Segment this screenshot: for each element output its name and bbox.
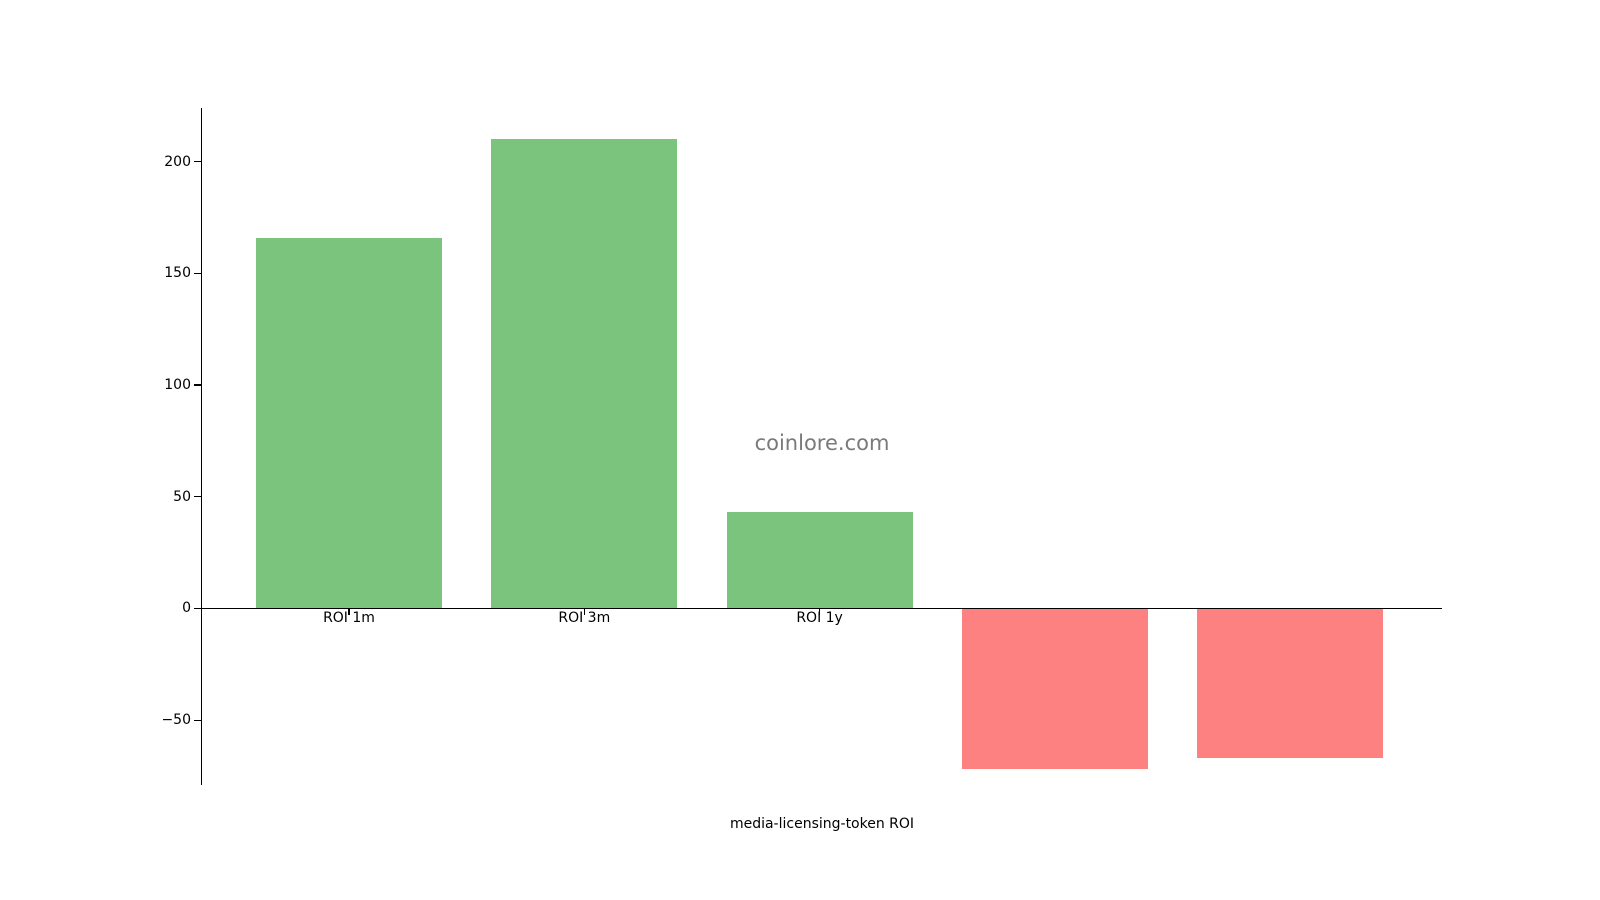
bar-roi-1m — [256, 237, 442, 609]
y-tick-label: 100 — [164, 377, 191, 394]
bar-roi-3m — [491, 139, 678, 609]
y-tick-mark — [193, 719, 201, 721]
x-tick-label: ROI 3m — [558, 610, 611, 627]
x-tick-mark — [818, 608, 821, 616]
bar-5 — [1197, 608, 1384, 759]
y-tick-mark — [193, 160, 201, 163]
bar-4 — [961, 608, 1148, 770]
y-tick-label: 200 — [164, 153, 191, 170]
x-tick-label: ROI 1y — [796, 610, 843, 627]
x-axis-title: media-licensing-token ROI — [729, 816, 915, 832]
x-tick-mark — [348, 608, 350, 616]
bar-roi-1y — [726, 512, 913, 609]
x-tick-label: ROI 1m — [323, 610, 375, 627]
y-tick-mark — [193, 272, 201, 274]
coinlore-watermark: coinlore.com — [754, 431, 890, 455]
y-tick-mark — [193, 496, 201, 498]
y-tick-mark — [193, 607, 201, 610]
y-tick-label: 0 — [182, 600, 191, 617]
y-tick-label: 150 — [164, 265, 191, 282]
y-tick-label: −50 — [161, 712, 191, 729]
y-axis-spine — [200, 108, 202, 785]
x-axis-zero-line — [200, 607, 1442, 610]
y-tick-mark — [193, 384, 201, 386]
y-tick-label: 50 — [173, 488, 191, 505]
x-tick-mark — [583, 608, 585, 616]
